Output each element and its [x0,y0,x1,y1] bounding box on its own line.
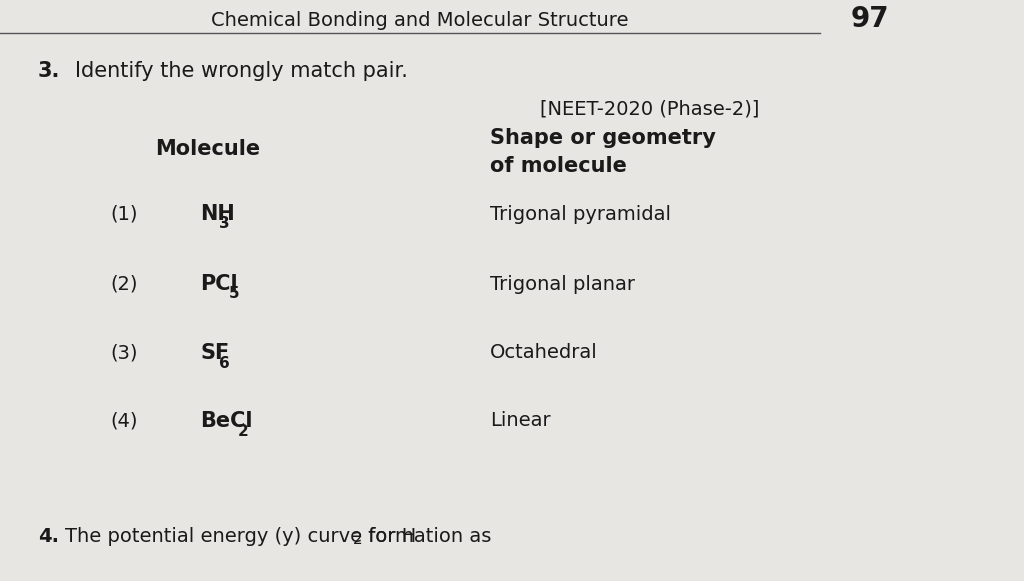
Text: NH: NH [200,204,234,224]
Text: (4): (4) [110,411,137,431]
Text: The potential energy (y) curve for H: The potential energy (y) curve for H [65,526,416,546]
Text: (2): (2) [110,274,137,293]
Text: BeCl: BeCl [200,411,253,431]
Text: 5: 5 [228,286,240,302]
Text: Trigonal planar: Trigonal planar [490,274,635,293]
Text: Shape or geometry: Shape or geometry [490,128,716,148]
Text: Identify the wrongly match pair.: Identify the wrongly match pair. [75,61,408,81]
Text: Linear: Linear [490,411,551,431]
Text: [NEET-2020 (Phase-2)]: [NEET-2020 (Phase-2)] [540,99,760,119]
Text: Chemical Bonding and Molecular Structure: Chemical Bonding and Molecular Structure [211,12,629,30]
Text: 2: 2 [238,424,249,439]
Text: 3: 3 [219,217,229,231]
Text: (1): (1) [110,205,137,224]
Text: 6: 6 [219,356,229,371]
Text: 97: 97 [851,5,889,33]
Text: 2: 2 [353,533,362,547]
Text: 4.: 4. [38,526,59,546]
Text: PCl: PCl [200,274,238,294]
Text: of molecule: of molecule [490,156,627,176]
Text: formation as: formation as [362,526,492,546]
Text: SF: SF [200,343,229,363]
Text: 3.: 3. [38,61,60,81]
Text: (3): (3) [110,343,137,363]
Text: Trigonal pyramidal: Trigonal pyramidal [490,205,671,224]
Text: Octahedral: Octahedral [490,343,598,363]
Text: Molecule: Molecule [155,139,260,159]
